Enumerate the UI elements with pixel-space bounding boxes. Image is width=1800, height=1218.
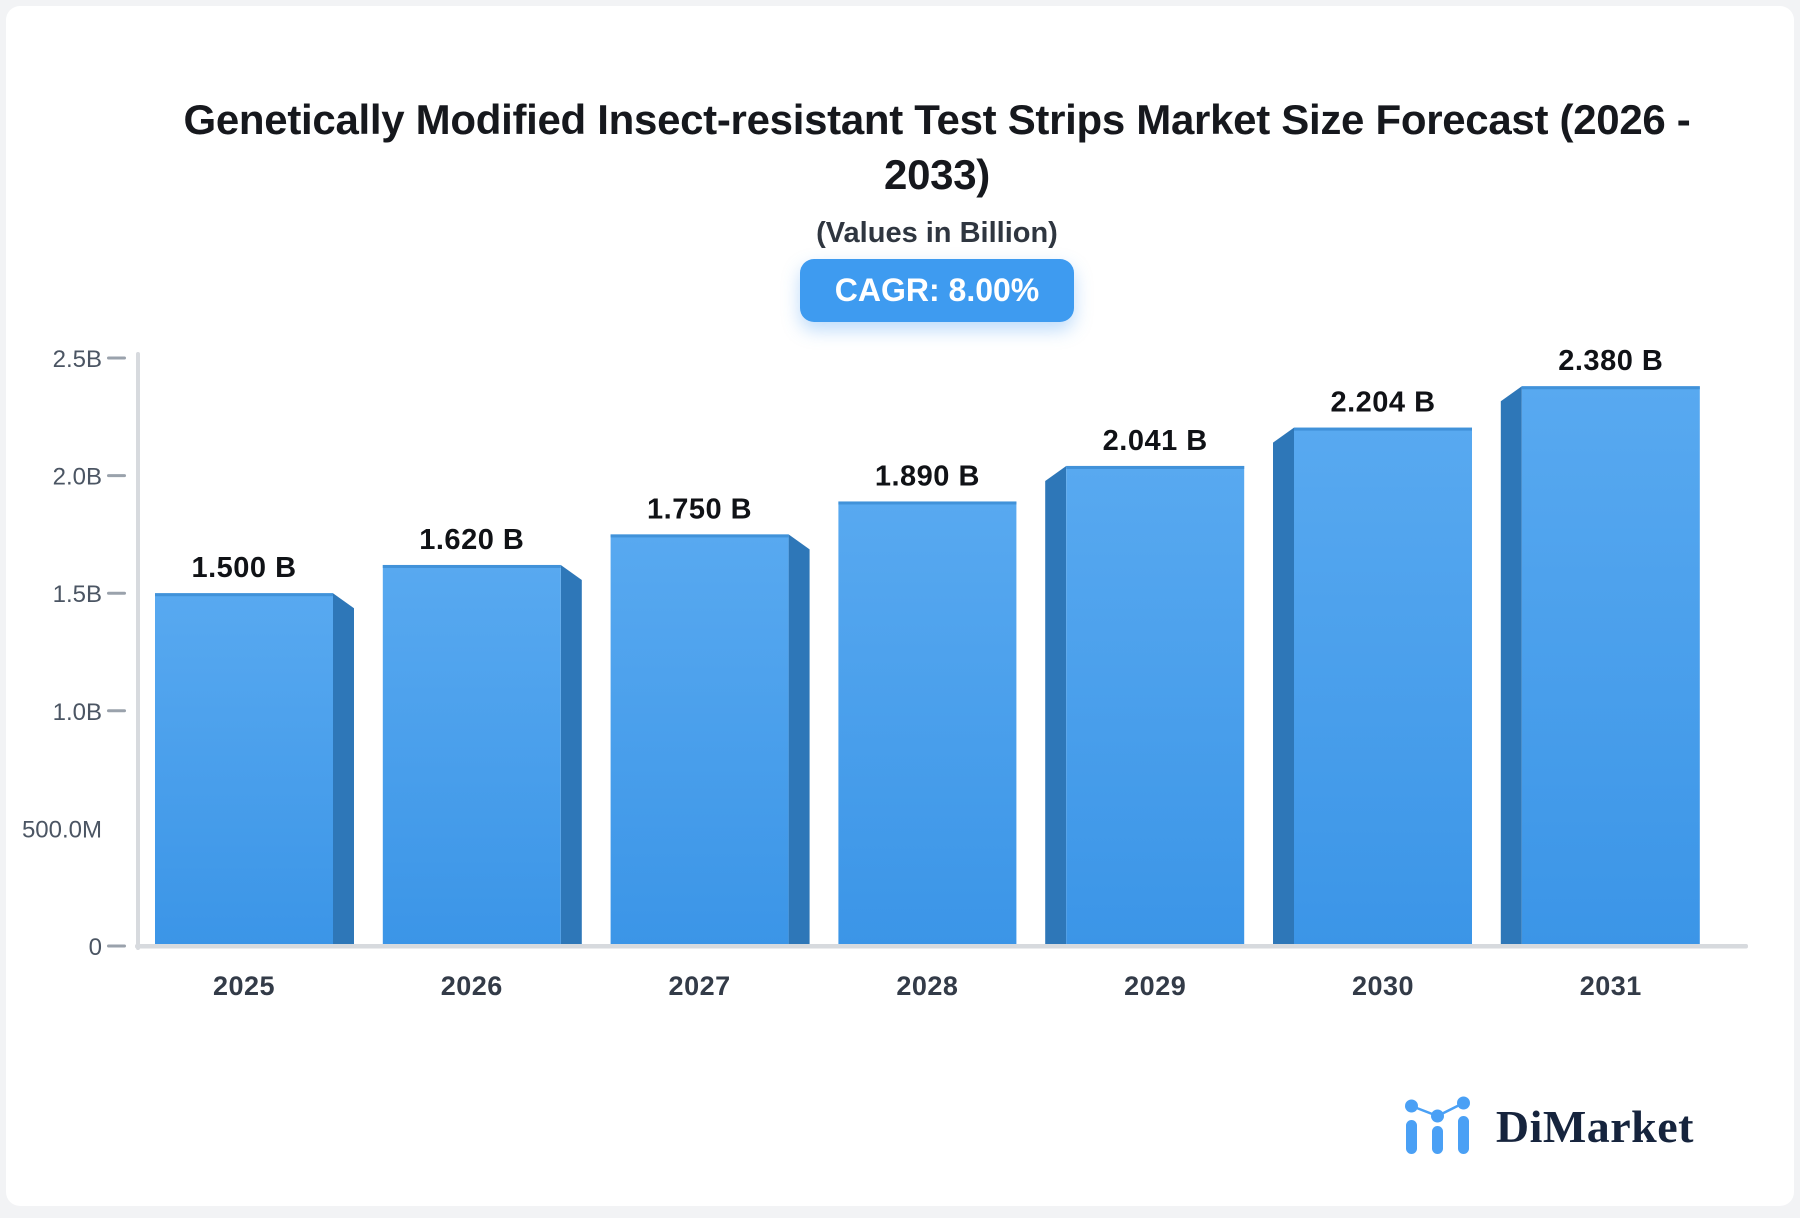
bar-value-label: 2.204 B <box>1330 387 1435 419</box>
y-tick-dash <box>107 709 126 712</box>
y-axis-line <box>136 352 140 950</box>
bar-face <box>383 565 561 946</box>
bar-value-label: 1.620 B <box>419 524 524 556</box>
x-tick-label: 2027 <box>669 971 731 1001</box>
bar-line-chart-icon <box>1402 1094 1482 1158</box>
bar-2031: 2.380 B 2031 <box>1501 345 1700 1001</box>
y-tick-label: 2.5B <box>53 346 102 373</box>
y-tick-dash <box>107 357 126 360</box>
brand-dot <box>1457 1097 1470 1110</box>
bar-face <box>1522 386 1700 946</box>
brand-logo: DiMarket <box>1402 1094 1694 1158</box>
brand-bar <box>1406 1120 1417 1154</box>
bar-side-face <box>1045 466 1066 946</box>
chart-card: Genetically Modified Insect-resistant Te… <box>6 6 1794 1206</box>
y-tick-label: 1.0B <box>53 699 102 726</box>
bar-value-label: 1.750 B <box>647 493 752 525</box>
bar-side-face <box>333 593 354 946</box>
bar-top-edge <box>1522 386 1700 389</box>
y-tick-label: 2.0B <box>53 464 102 491</box>
page-title: Genetically Modified Insect-resistant Te… <box>80 92 1794 203</box>
x-tick-label: 2029 <box>1124 971 1186 1001</box>
bar-face <box>611 534 789 946</box>
bar-face <box>1294 428 1472 946</box>
cagr-badge: CAGR: 8.00% <box>800 259 1075 322</box>
x-tick-label: 2026 <box>441 971 503 1001</box>
bar-top-edge <box>1066 466 1244 469</box>
brand-bar <box>1458 1116 1469 1154</box>
y-tick-label: 500.0M <box>22 816 102 843</box>
y-tick-label: 0 <box>89 934 102 961</box>
bar-2030: 2.204 B 2030 <box>1273 387 1472 1001</box>
bar-value-label: 1.890 B <box>875 460 980 492</box>
bar-top-edge <box>1294 428 1472 431</box>
bar-top-edge <box>611 534 789 537</box>
page-title-line-1: Genetically Modified Insect-resistant Te… <box>80 92 1794 147</box>
x-axis-line <box>135 944 1748 949</box>
bar-side-face <box>789 534 810 946</box>
bar-2028: 1.890 B 2028 <box>838 460 1016 1001</box>
badge-row: CAGR: 8.00% <box>80 259 1794 322</box>
bar-value-label: 2.380 B <box>1558 345 1663 377</box>
bar-top-edge <box>155 593 333 596</box>
y-tick-dash <box>107 945 126 948</box>
bar-2029: 2.041 B 2029 <box>1045 425 1244 1001</box>
bar-value-label: 2.041 B <box>1103 425 1208 457</box>
page-title-line-2: 2033) <box>80 147 1794 202</box>
x-tick-label: 2028 <box>896 971 958 1001</box>
chart-header: Genetically Modified Insect-resistant Te… <box>80 92 1794 322</box>
bar-face <box>1066 466 1244 946</box>
bar-side-face <box>1501 386 1522 946</box>
chart-subtitle: (Values in Billion) <box>80 217 1794 250</box>
bar-2025: 1.500 B 2025 <box>155 552 354 1001</box>
bar-side-face <box>561 565 582 946</box>
bar-2026: 1.620 B 2026 <box>383 524 582 1001</box>
brand-bar <box>1432 1126 1443 1154</box>
y-tick-label: 1.5B <box>53 581 102 608</box>
x-tick-label: 2031 <box>1580 971 1642 1001</box>
bar-2027: 1.750 B 2027 <box>611 493 810 1001</box>
x-tick-label: 2030 <box>1352 971 1414 1001</box>
bar-face <box>838 501 1016 946</box>
bar-value-label: 1.500 B <box>191 552 296 584</box>
brand-dot <box>1431 1110 1444 1123</box>
brand-name: DiMarket <box>1496 1100 1694 1153</box>
brand-dot <box>1405 1100 1418 1113</box>
bar-top-edge <box>383 565 561 568</box>
bar-top-edge <box>838 501 1016 504</box>
y-tick-dash <box>107 474 126 477</box>
bar-side-face <box>1273 428 1294 946</box>
x-tick-label: 2025 <box>213 971 275 1001</box>
bar-face <box>155 593 333 946</box>
y-tick-dash <box>107 592 126 595</box>
